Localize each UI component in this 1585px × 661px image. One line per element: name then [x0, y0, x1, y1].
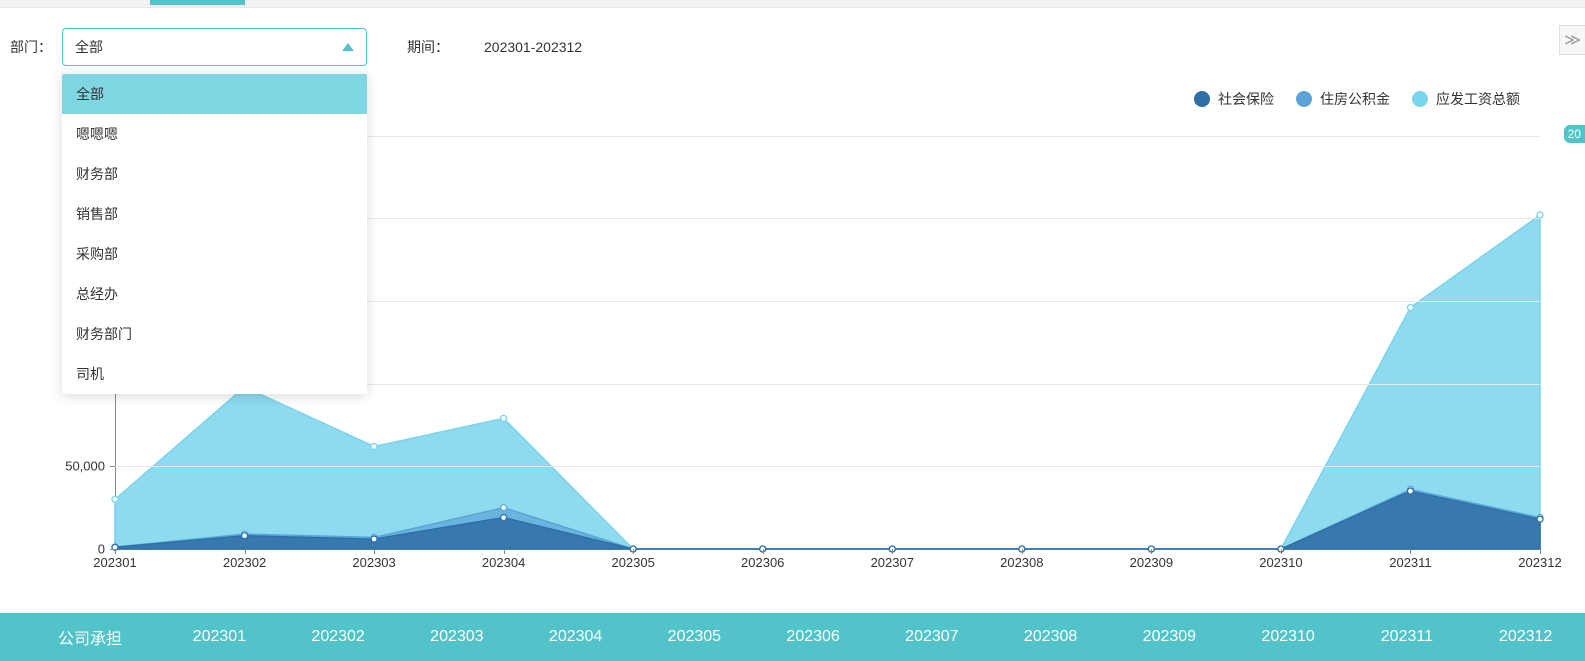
x-tick [1022, 549, 1023, 554]
x-tick [245, 549, 246, 554]
x-tick [1540, 549, 1541, 554]
dept-option[interactable]: 司机 [62, 354, 367, 394]
table-header-cell: 202311 [1348, 628, 1467, 646]
x-tick [115, 549, 116, 554]
top-tab-strip [0, 0, 1585, 8]
x-tick [504, 549, 505, 554]
table-header-cell: 202301 [160, 628, 279, 646]
x-axis-label: 202309 [1130, 555, 1173, 570]
legend-dot-icon [1194, 91, 1210, 107]
table-header-cell: 202302 [279, 628, 398, 646]
table-header-cell: 202312 [1466, 628, 1585, 646]
table-header-cell: 202308 [991, 628, 1110, 646]
data-point[interactable] [371, 443, 377, 449]
table-header-cell: 202303 [398, 628, 517, 646]
x-tick [763, 549, 764, 554]
period-value: 202301-202312 [484, 39, 582, 55]
table-header-cell: 202305 [635, 628, 754, 646]
legend-label: 住房公积金 [1320, 89, 1390, 109]
dept-dropdown-list[interactable]: 全部嗯嗯嗯财务部销售部采购部总经办财务部门司机 [62, 74, 367, 394]
table-header-cell: 202310 [1229, 628, 1348, 646]
chevron-right-icon: ≫ [1564, 30, 1581, 50]
dept-select[interactable]: 全部 [62, 28, 367, 66]
x-axis-label: 202301 [93, 555, 136, 570]
x-tick [1410, 549, 1411, 554]
x-axis-label: 202307 [871, 555, 914, 570]
x-axis-label: 202306 [741, 555, 784, 570]
data-point[interactable] [501, 415, 507, 421]
data-point[interactable] [242, 533, 248, 539]
x-axis-label: 202312 [1518, 555, 1561, 570]
legend-item[interactable]: 住房公积金 [1296, 89, 1390, 109]
x-axis-label: 202308 [1000, 555, 1043, 570]
x-axis-label: 202302 [223, 555, 266, 570]
dept-option[interactable]: 采购部 [62, 234, 367, 274]
expand-panel-button[interactable]: ≫ [1559, 25, 1585, 55]
side-badge[interactable]: 20 [1564, 125, 1585, 143]
x-axis-label: 202303 [352, 555, 395, 570]
data-point[interactable] [1537, 516, 1543, 522]
x-tick [892, 549, 893, 554]
x-axis-label: 202305 [611, 555, 654, 570]
x-tick [1281, 549, 1282, 554]
data-point[interactable] [1407, 305, 1413, 311]
x-axis-label: 202310 [1259, 555, 1302, 570]
x-tick [374, 549, 375, 554]
legend-dot-icon [1412, 91, 1428, 107]
data-point[interactable] [501, 515, 507, 521]
dept-select-wrap: 全部 全部嗯嗯嗯财务部销售部采购部总经办财务部门司机 [62, 28, 367, 66]
dept-option[interactable]: 全部 [62, 74, 367, 114]
data-point[interactable] [1407, 488, 1413, 494]
legend-dot-icon [1296, 91, 1312, 107]
table-header-cell: 202304 [516, 628, 635, 646]
dept-label: 部门： [10, 37, 52, 57]
legend-item[interactable]: 应发工资总额 [1412, 89, 1520, 109]
dept-option[interactable]: 总经办 [62, 274, 367, 314]
x-axis-labels: 2023012023022023032023042023052023062023… [115, 555, 1540, 575]
table-header-cell: 202306 [754, 628, 873, 646]
dept-select-value: 全部 [75, 37, 103, 57]
x-axis-label: 202311 [1389, 555, 1431, 570]
period-label: 期间： [407, 37, 449, 57]
dept-option[interactable]: 财务部 [62, 154, 367, 194]
legend-item[interactable]: 社会保险 [1194, 89, 1274, 109]
dept-option[interactable]: 财务部门 [62, 314, 367, 354]
x-tick [633, 549, 634, 554]
y-tick [110, 466, 115, 467]
data-point[interactable] [112, 496, 118, 502]
data-point[interactable] [501, 505, 507, 511]
table-header-cell: 202309 [1110, 628, 1229, 646]
chart-legend: 社会保险 住房公积金 应发工资总额 [1194, 89, 1520, 109]
legend-label: 应发工资总额 [1436, 89, 1520, 109]
dept-option[interactable]: 嗯嗯嗯 [62, 114, 367, 154]
x-tick [1151, 549, 1152, 554]
dept-dropdown: 全部嗯嗯嗯财务部销售部采购部总经办财务部门司机 [62, 74, 367, 394]
data-point[interactable] [1537, 212, 1543, 218]
legend-label: 社会保险 [1218, 89, 1274, 109]
grid-line [115, 466, 1540, 467]
table-header-first: 公司承担 [0, 625, 160, 649]
dept-option[interactable]: 销售部 [62, 194, 367, 234]
filter-bar: 部门： 全部 全部嗯嗯嗯财务部销售部采购部总经办财务部门司机 期间： 20230… [0, 8, 1585, 76]
x-axis-label: 202304 [482, 555, 525, 570]
chevron-up-icon [342, 43, 354, 51]
y-axis-label: 50,000 [65, 459, 105, 474]
table-header-cell: 202307 [873, 628, 992, 646]
table-header-row: 公司承担202301202302202303202304202305202306… [0, 613, 1585, 661]
data-point[interactable] [371, 536, 377, 542]
